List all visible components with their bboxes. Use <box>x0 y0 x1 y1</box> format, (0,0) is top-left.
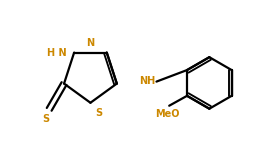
Text: N: N <box>86 38 94 48</box>
Text: H N: H N <box>47 48 66 58</box>
Text: S: S <box>43 114 50 124</box>
Text: MeO: MeO <box>155 109 179 119</box>
Text: S: S <box>95 108 102 118</box>
Text: NH: NH <box>139 76 156 86</box>
